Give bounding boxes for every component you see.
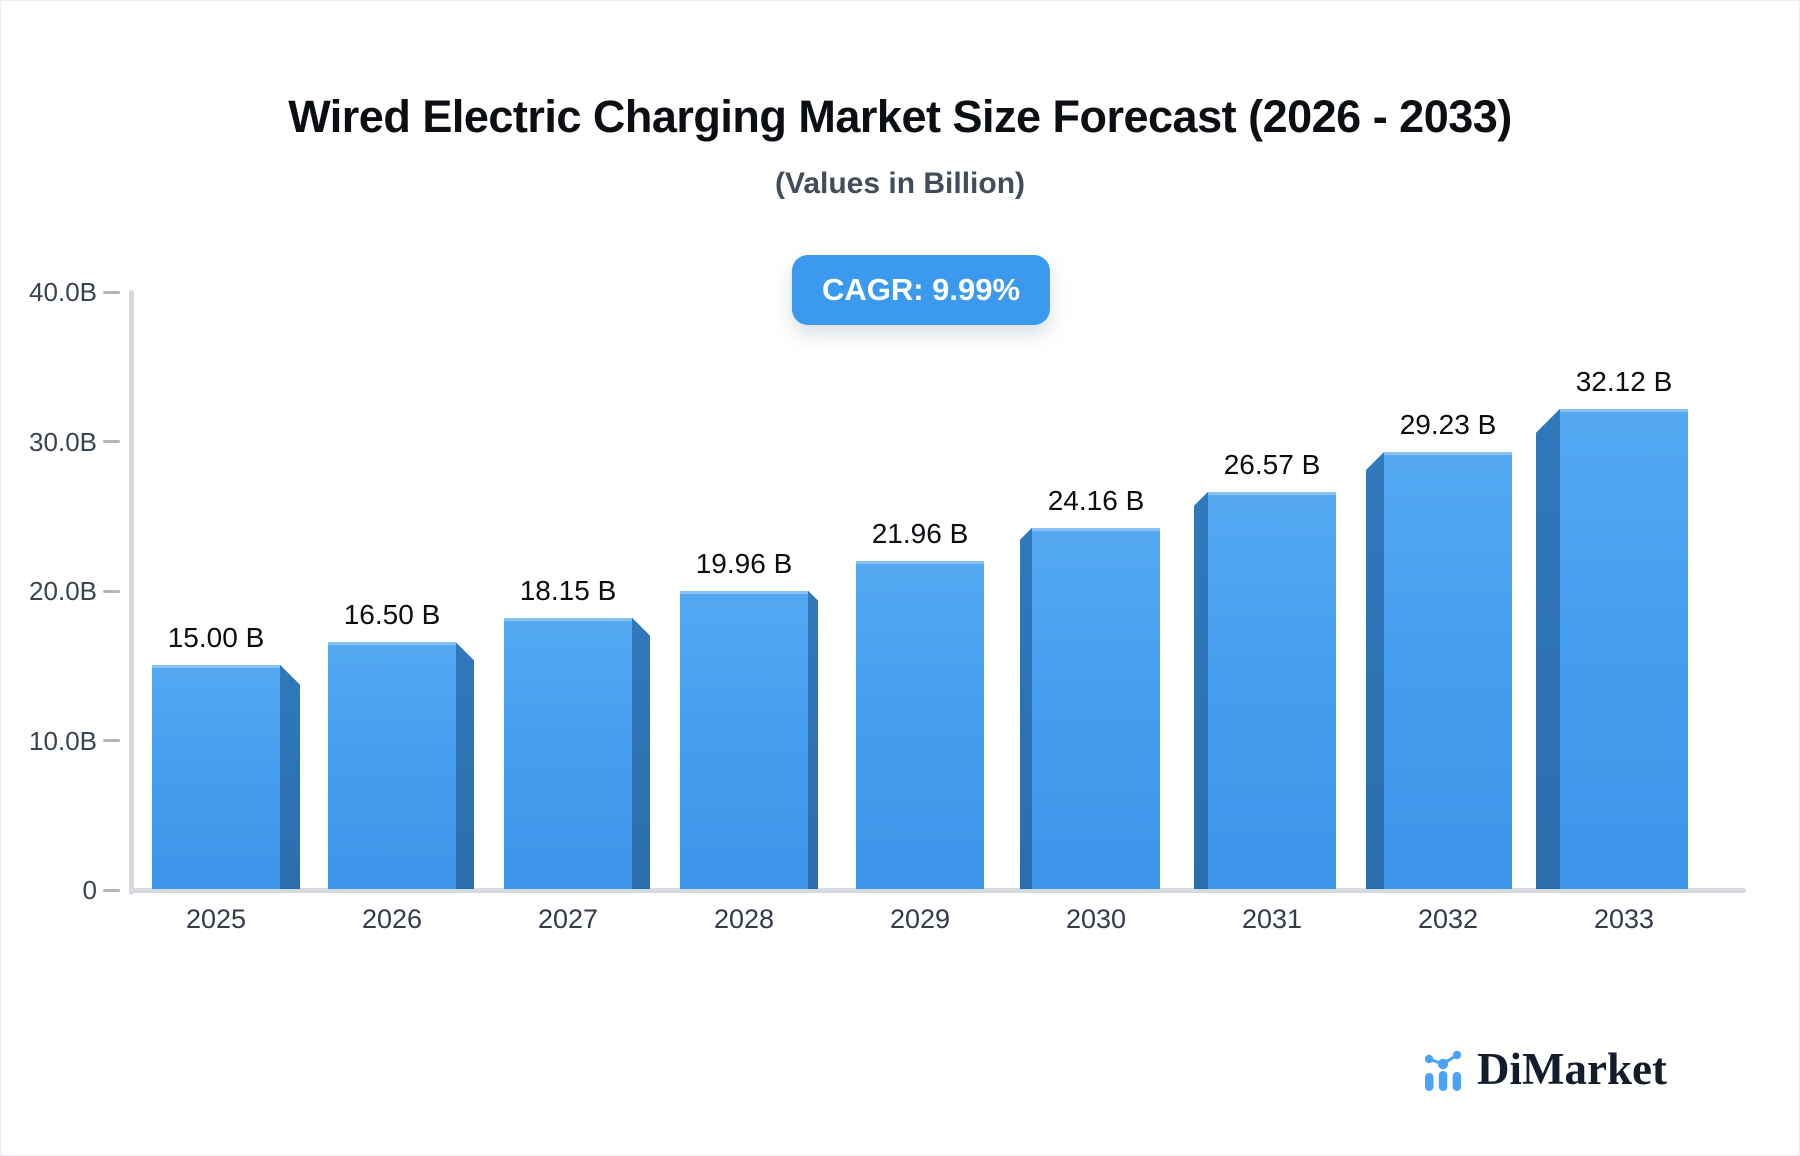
bar <box>680 590 808 889</box>
y-tick-label: 20.0B <box>29 576 97 606</box>
x-tick-label: 2026 <box>361 904 423 934</box>
y-tick-label: 30.0B <box>29 426 97 457</box>
y-tick-mark <box>103 739 120 742</box>
chart-subtitle: (Values in Billion) <box>774 167 1026 200</box>
bar-value-label: 26.57 B <box>1223 448 1321 480</box>
bar <box>856 560 984 889</box>
y-tick-mark <box>103 589 120 593</box>
bar-side-face <box>1536 408 1560 889</box>
bar <box>1384 452 1512 889</box>
bar-value-label: 21.96 B <box>871 517 969 549</box>
x-tick-label: 2031 <box>1241 904 1303 934</box>
bar <box>1032 527 1160 889</box>
bar-side-face <box>456 642 474 889</box>
dimarket-logo: DiMarket <box>1419 1041 1667 1097</box>
y-tick-label: 10.0B <box>29 725 97 756</box>
x-tick-label: 2029 <box>889 904 951 934</box>
bar-value-label: 15.00 B <box>167 621 265 653</box>
bar <box>152 664 280 889</box>
y-tick-label: 0 <box>82 875 97 905</box>
chart-title: Wired Electric Charging Market Size Fore… <box>288 91 1512 142</box>
y-tick-label: 40.0B <box>29 277 97 307</box>
bar <box>328 642 456 889</box>
y-tick-mark <box>103 290 120 294</box>
cagr-badge: CAGR: 9.99% <box>791 255 1051 325</box>
x-tick-label: 2025 <box>185 904 247 934</box>
y-tick-mark <box>103 440 120 443</box>
x-axis-line <box>129 888 1746 893</box>
bar-side-face <box>1194 491 1208 889</box>
x-tick-label: 2027 <box>537 904 599 934</box>
bar-value-label: 24.16 B <box>1047 484 1145 516</box>
bar-value-label: 18.15 B <box>519 574 617 606</box>
bar-value-label: 29.23 B <box>1399 409 1497 440</box>
bar-side-face <box>280 664 300 889</box>
bar <box>504 617 632 889</box>
bar-side-face <box>1366 452 1384 889</box>
x-tick-label: 2028 <box>713 904 775 934</box>
y-axis-line <box>129 290 134 895</box>
bar <box>1208 491 1336 889</box>
bar-value-label: 16.50 B <box>343 599 441 631</box>
y-tick-mark <box>103 888 120 892</box>
bar-value-label: 32.12 B <box>1575 365 1673 397</box>
mini-bar-line-chart-icon <box>1424 1050 1462 1091</box>
x-tick-label: 2032 <box>1417 904 1479 934</box>
x-tick-label: 2030 <box>1065 904 1127 934</box>
bar-side-face <box>1020 527 1032 889</box>
bar-side-face <box>808 590 818 889</box>
bar-side-face <box>632 617 650 889</box>
bar <box>1560 408 1688 889</box>
dimarket-logo-text: DiMarket <box>1477 1044 1667 1094</box>
bar-value-label: 19.96 B <box>695 547 793 579</box>
x-tick-label: 2033 <box>1593 904 1655 934</box>
